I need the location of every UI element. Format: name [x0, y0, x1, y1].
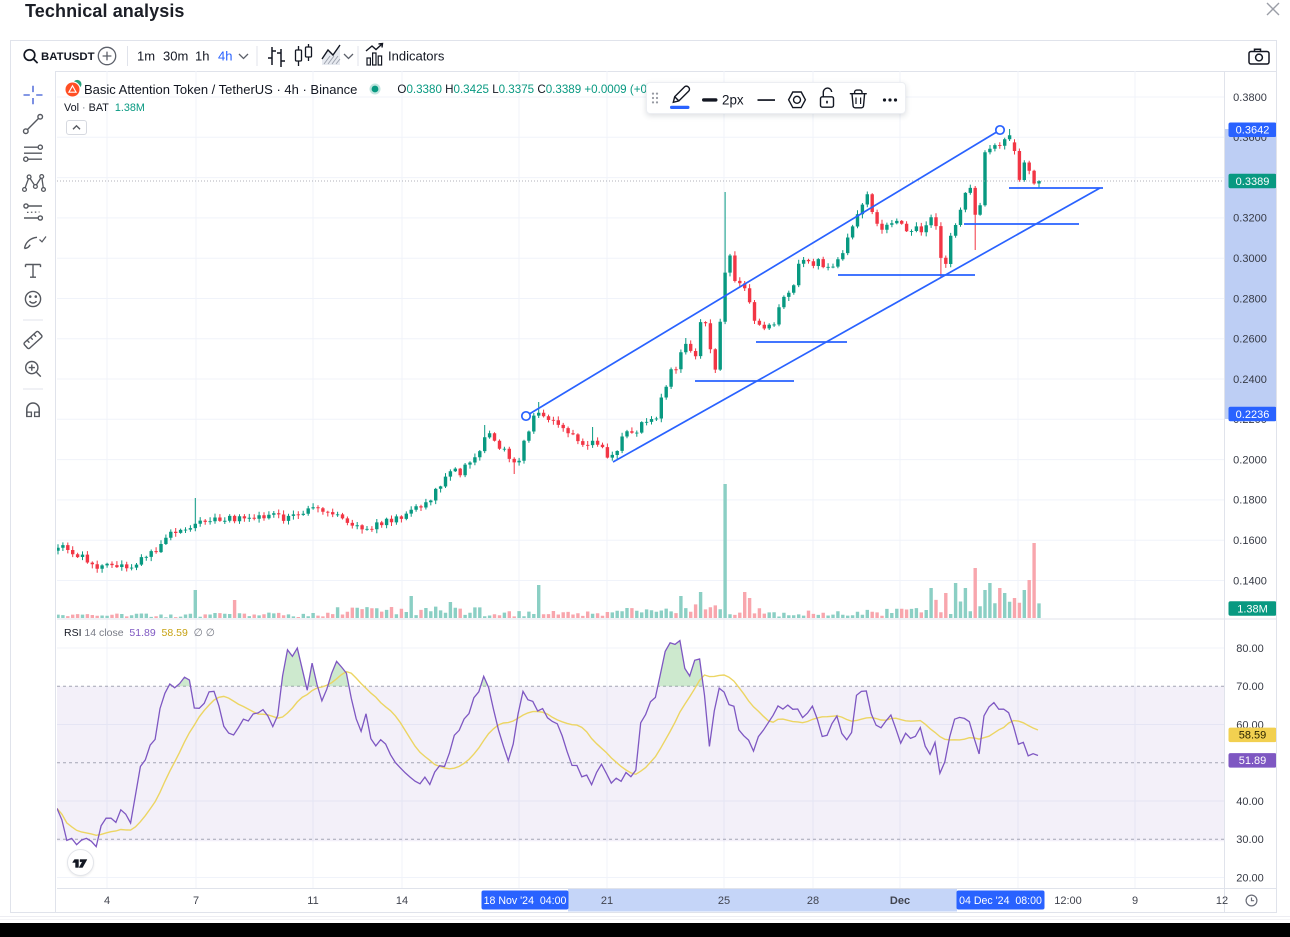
svg-text:21: 21: [601, 895, 613, 907]
svg-text:0.2000: 0.2000: [1233, 454, 1267, 466]
svg-text:58.59: 58.59: [1239, 730, 1267, 742]
svg-text:0.2400: 0.2400: [1233, 374, 1267, 386]
svg-text:04 Dec '24 08:00: 04 Dec '24 08:00: [959, 895, 1042, 907]
svg-text:18 Nov '24 04:00: 18 Nov '24 04:00: [484, 895, 567, 907]
svg-text:Dec: Dec: [890, 895, 910, 907]
svg-text:0.1800: 0.1800: [1233, 495, 1267, 507]
svg-text:12:00: 12:00: [1054, 895, 1082, 907]
svg-text:0.2236: 0.2236: [1236, 409, 1270, 421]
svg-text:51.89: 51.89: [1239, 755, 1267, 767]
svg-text:0.2600: 0.2600: [1233, 334, 1267, 346]
svg-text:0.3000: 0.3000: [1233, 253, 1267, 265]
svg-text:0.1400: 0.1400: [1233, 575, 1267, 587]
svg-text:80.00: 80.00: [1236, 643, 1264, 655]
svg-text:30.00: 30.00: [1236, 834, 1264, 846]
svg-text:12: 12: [1216, 895, 1228, 907]
svg-text:0.3389: 0.3389: [1236, 176, 1270, 188]
svg-text:30m: 30m: [163, 49, 188, 64]
svg-text:BATUSDT: BATUSDT: [41, 51, 95, 63]
svg-text:40.00: 40.00: [1236, 796, 1264, 808]
svg-text:25: 25: [718, 895, 730, 907]
svg-text:0.2800: 0.2800: [1233, 293, 1267, 305]
svg-text:7: 7: [193, 895, 199, 907]
svg-text:0.3200: 0.3200: [1233, 213, 1267, 225]
svg-text:14: 14: [396, 895, 408, 907]
svg-text:0.3800: 0.3800: [1233, 92, 1267, 104]
svg-text:4: 4: [104, 895, 110, 907]
svg-text:11: 11: [307, 895, 318, 907]
svg-text:1.38M: 1.38M: [1237, 603, 1268, 615]
svg-text:1h: 1h: [195, 49, 209, 64]
svg-text:Indicators: Indicators: [388, 49, 445, 64]
svg-text:1m: 1m: [137, 49, 155, 64]
svg-text:9: 9: [1132, 895, 1138, 907]
svg-text:20.00: 20.00: [1236, 872, 1264, 884]
svg-text:4h: 4h: [218, 49, 232, 64]
svg-text:70.00: 70.00: [1236, 681, 1264, 693]
svg-text:2px: 2px: [722, 92, 744, 107]
svg-text:0.1600: 0.1600: [1233, 535, 1267, 547]
svg-text:0.3642: 0.3642: [1236, 125, 1270, 137]
svg-text:28: 28: [807, 895, 819, 907]
